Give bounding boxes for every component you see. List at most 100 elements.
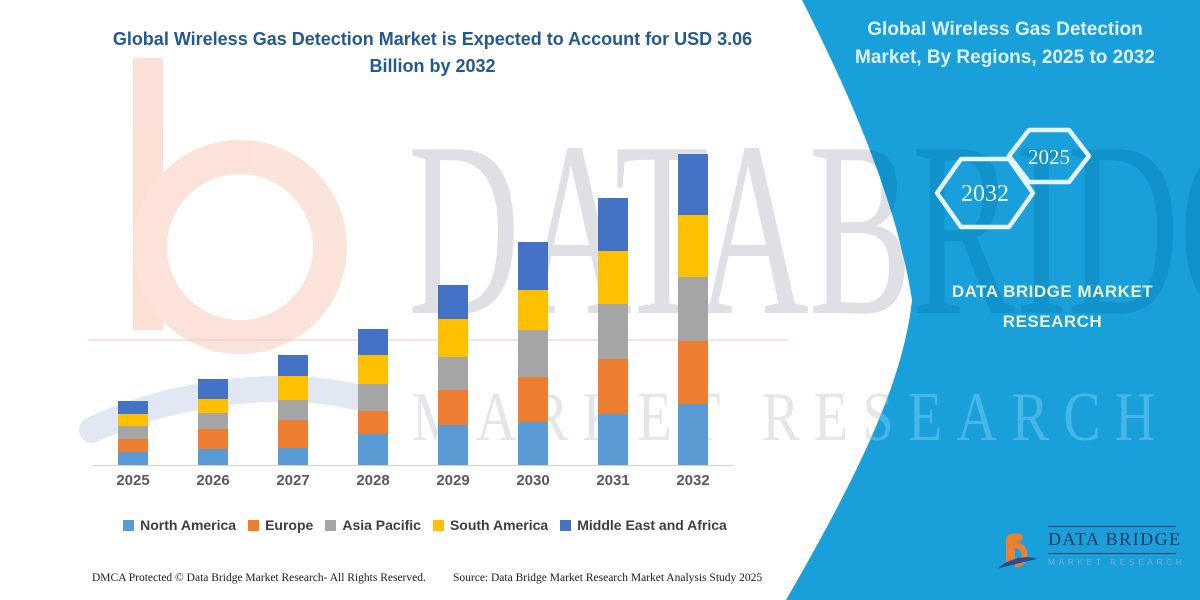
segment-europe-2031 (598, 359, 628, 414)
sidebar-brand-line2: RESEARCH (1002, 312, 1103, 331)
sidebar-heading: Global Wireless Gas Detection Market, By… (855, 19, 1155, 68)
segment-asia-pacific-2025 (118, 426, 148, 439)
segment-europe-2026 (198, 429, 228, 449)
bar-column-2025 (93, 401, 173, 465)
segment-middle-east-and-africa-2031 (598, 198, 628, 251)
segment-north-america-2027 (278, 448, 308, 465)
logo-name: DATA BRIDGE (1048, 526, 1180, 554)
segment-south-america-2029 (438, 319, 468, 357)
stacked-bar-2030 (518, 242, 548, 465)
segment-north-america-2026 (198, 449, 228, 465)
x-axis-label-2032: 2032 (676, 472, 710, 489)
logo-text: DATA BRIDGE MARKET RESEARCH (1048, 526, 1186, 567)
legend-item-asia-pacific: Asia Pacific (325, 517, 421, 533)
legend-swatch-asia-pacific (325, 519, 337, 531)
bar-column-2026 (173, 379, 253, 465)
segment-south-america-2025 (118, 414, 148, 426)
segment-europe-2032 (678, 341, 708, 404)
segment-asia-pacific-2026 (198, 413, 228, 429)
logo-subtitle: MARKET RESEARCH (1048, 557, 1186, 567)
legend-swatch-middle-east-and-africa (560, 519, 572, 531)
legend-item-europe: Europe (248, 517, 313, 533)
segment-europe-2028 (358, 411, 388, 434)
segment-north-america-2028 (358, 434, 388, 465)
legend-label-middle-east-and-africa: Middle East and Africa (577, 517, 727, 533)
bar-column-2030 (493, 242, 573, 465)
legend-item-south-america: South America (432, 517, 549, 533)
hexagon-2025 (1006, 127, 1092, 185)
segment-north-america-2030 (518, 422, 548, 465)
segment-north-america-2032 (678, 404, 708, 465)
sidebar-brand-text: DATA BRIDGE MARKET RESEARCH (925, 277, 1180, 337)
segment-south-america-2032 (678, 215, 708, 277)
stacked-bar-2032 (678, 154, 708, 465)
stacked-bar-chart (93, 140, 733, 465)
stacked-bar-2027 (278, 355, 308, 465)
bar-column-2032 (653, 154, 733, 465)
segment-asia-pacific-2027 (278, 400, 308, 420)
source-note: Source: Data Bridge Market Research Mark… (453, 572, 763, 584)
hexagon-2025-label: 2025 (1028, 145, 1070, 169)
segment-middle-east-and-africa-2026 (198, 379, 228, 399)
segment-south-america-2026 (198, 399, 228, 413)
logo-b-icon (997, 533, 1038, 569)
segment-asia-pacific-2030 (518, 330, 548, 377)
bar-column-2027 (253, 355, 333, 465)
segment-north-america-2031 (598, 414, 628, 465)
bar-column-2028 (333, 329, 413, 465)
segment-europe-2027 (278, 420, 308, 448)
x-axis-label-2028: 2028 (356, 472, 390, 489)
stacked-bar-2025 (118, 401, 148, 465)
segment-middle-east-and-africa-2029 (438, 285, 468, 319)
chart-title: Global Wireless Gas Detection Market is … (112, 29, 753, 76)
segment-middle-east-and-africa-2032 (678, 154, 708, 215)
segment-middle-east-and-africa-2025 (118, 401, 148, 414)
x-axis-label-2030: 2030 (516, 472, 550, 489)
sidebar-brand-line1: DATA BRIDGE MARKET (951, 282, 1154, 301)
x-axis-label-2029: 2029 (436, 472, 470, 489)
segment-north-america-2025 (118, 452, 148, 465)
segment-europe-2025 (118, 439, 148, 452)
chart-legend: North America Europe Asia Pacific South Ame… (85, 517, 765, 533)
segment-south-america-2028 (358, 355, 388, 384)
segment-asia-pacific-2032 (678, 277, 708, 341)
legend-item-middle-east-and-africa: Middle East and Africa (560, 517, 727, 533)
dmca-notice: DMCA Protected © Data Bridge Market Rese… (92, 572, 426, 584)
stacked-bar-2028 (358, 329, 388, 465)
segment-south-america-2027 (278, 376, 308, 400)
x-axis-line (93, 465, 733, 466)
year-hexagons: 2032 2025 (934, 127, 1092, 230)
segment-europe-2030 (518, 377, 548, 422)
stacked-bar-2026 (198, 379, 228, 465)
segment-asia-pacific-2029 (438, 357, 468, 390)
x-axis-label-2026: 2026 (196, 472, 230, 489)
legend-label-south-america: South America (449, 517, 549, 533)
segment-north-america-2029 (438, 425, 468, 465)
segment-asia-pacific-2031 (598, 304, 628, 359)
stacked-bar-2029 (438, 285, 468, 465)
sidebar-shape (786, 0, 1200, 600)
legend-item-north-america: North America (123, 517, 236, 533)
x-axis-label-2025: 2025 (116, 472, 150, 489)
x-axis-labels: 2025 2026 2027 2028 2029 2030 2031 2032 (93, 472, 733, 489)
legend-swatch-south-america (432, 519, 444, 531)
segment-middle-east-and-africa-2028 (358, 329, 388, 355)
segment-asia-pacific-2028 (358, 384, 388, 411)
segment-middle-east-and-africa-2030 (518, 242, 548, 290)
bar-column-2029 (413, 285, 493, 465)
x-axis-label-2027: 2027 (276, 472, 310, 489)
segment-europe-2029 (438, 390, 468, 425)
company-logo: DATA BRIDGE MARKET RESEARCH (995, 526, 1186, 578)
legend-label-europe: Europe (265, 517, 314, 533)
segment-south-america-2031 (598, 251, 628, 304)
segment-middle-east-and-africa-2027 (278, 355, 308, 376)
x-axis-label-2031: 2031 (596, 472, 630, 489)
hexagon-2032-label: 2032 (961, 181, 1009, 207)
legend-label-asia-pacific: Asia Pacific (342, 517, 421, 533)
stacked-bar-2031 (598, 198, 628, 465)
legend-label-north-america: North America (140, 517, 237, 533)
bar-column-2031 (573, 198, 653, 465)
legend-swatch-europe (248, 519, 260, 531)
